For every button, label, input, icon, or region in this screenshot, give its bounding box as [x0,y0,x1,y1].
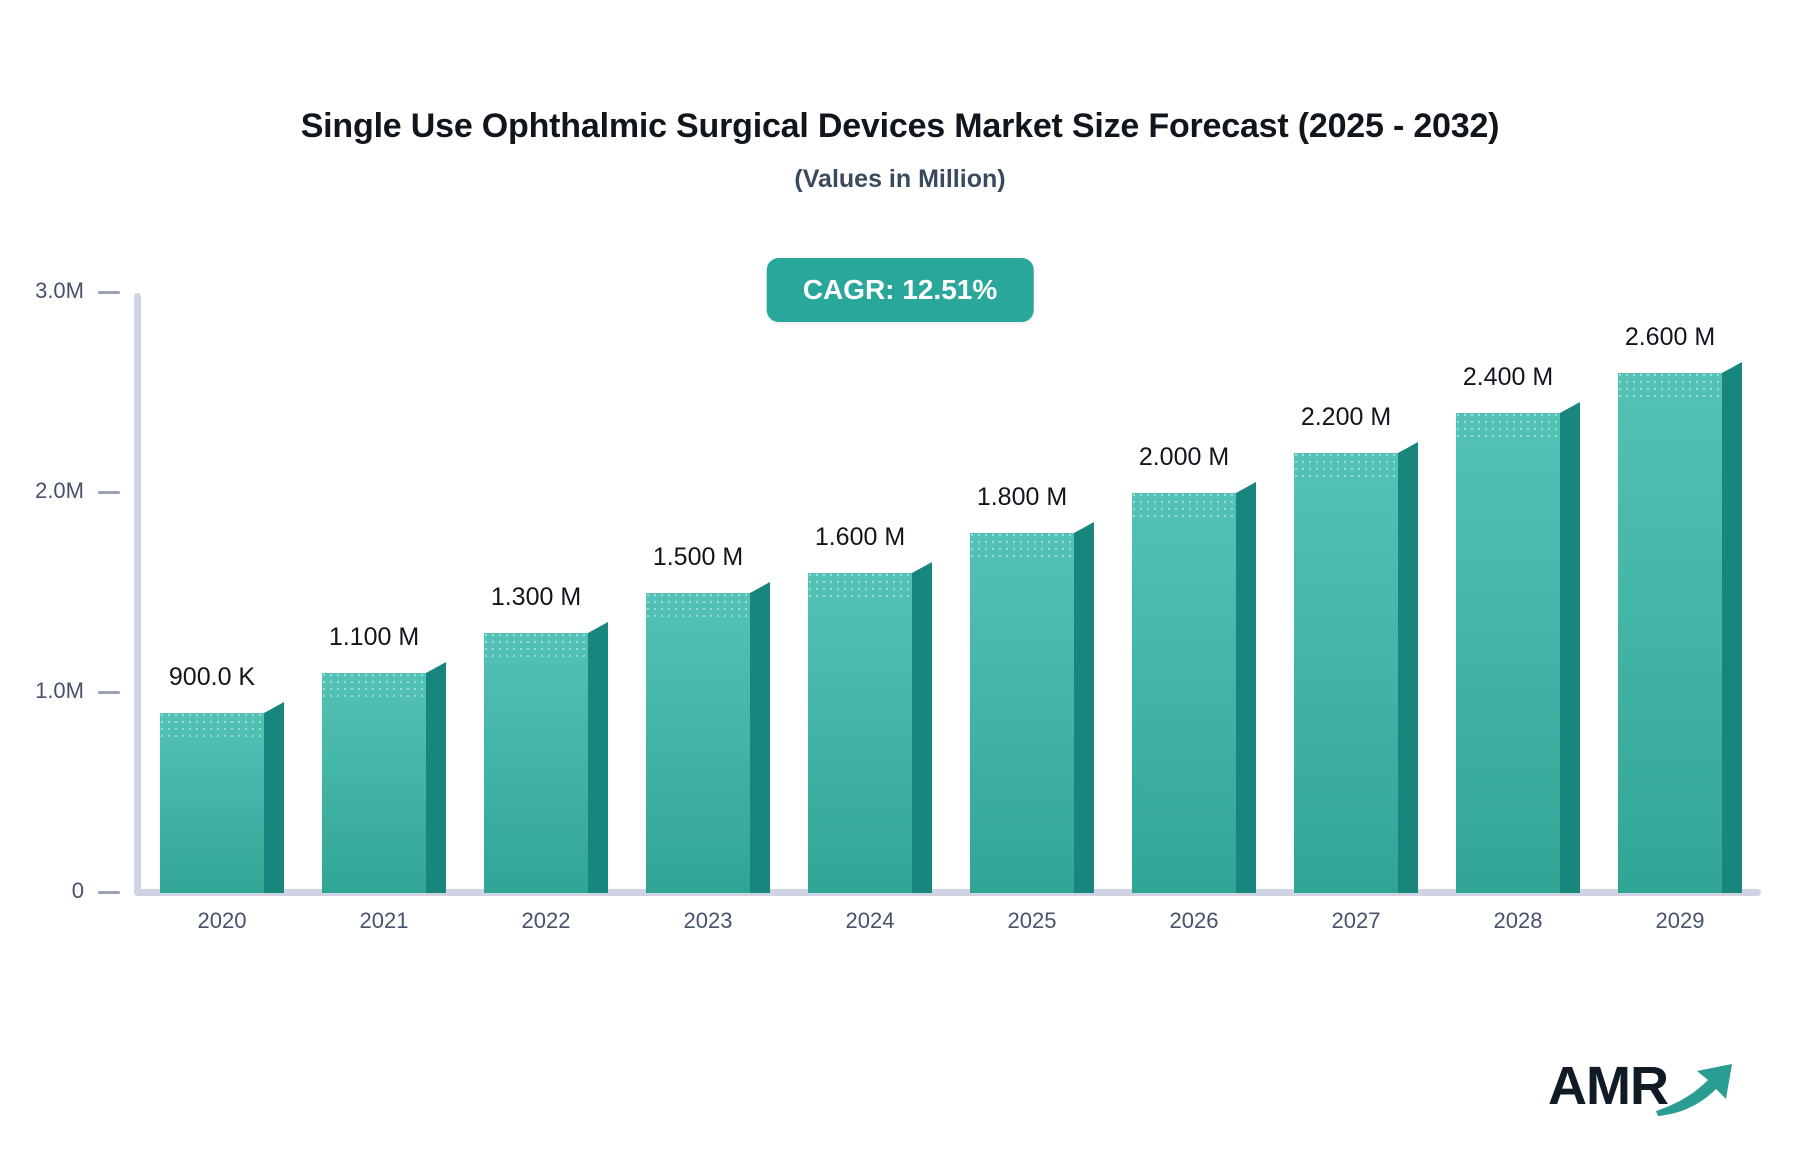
bar-2027[interactable]: 2.200 M [1294,403,1418,893]
bar-front-face [484,633,588,893]
growth-arrow-icon [1652,1056,1738,1123]
y-axis-tick-label: 1.0M [35,678,84,703]
bar-side-face [750,593,770,893]
x-axis-label-2027: 2027 [1331,908,1381,933]
x-axis-line [134,889,1761,896]
y-axis-tick-label: 3.0M [35,278,84,303]
bar-value-label: 1.800 M [976,483,1068,511]
bar-front-face [1132,493,1236,893]
bar-front-face [1294,453,1398,893]
bar-body [484,622,608,893]
bar-value-label: 2.000 M [1138,443,1230,471]
bar-top-face [1398,442,1418,453]
bar-value-label: 1.300 M [490,583,582,611]
bar-body [322,662,446,893]
bar-front-face [970,533,1074,893]
y-axis-tick-mark [98,891,120,894]
bar-2021[interactable]: 1.100 M [322,623,446,893]
bar-top-face [912,562,932,573]
x-axis-label-2024: 2024 [845,908,895,933]
bar-body [1456,402,1580,893]
bar-top-face [264,702,284,713]
bar-value-label: 1.100 M [328,623,420,651]
bar-2028[interactable]: 2.400 M [1456,363,1580,893]
bar-value-label: 2.600 M [1624,323,1716,351]
x-axis-label-2025: 2025 [1007,908,1057,933]
y-axis-line [134,293,141,896]
amr-logo: AMR [1548,1050,1738,1122]
y-axis-tick-mark [98,491,120,494]
bar-side-face [1398,453,1418,893]
bar-front-face [646,593,750,893]
bar-front-face [808,573,912,893]
bar-top-face [1722,362,1742,373]
y-axis-tick-label: 0 [71,878,84,903]
x-axis-label-2023: 2023 [683,908,733,933]
bar-top-face [1236,482,1256,493]
page-title: Single Use Ophthalmic Surgical Devices M… [300,107,1500,145]
bar-2024[interactable]: 1.600 M [808,523,932,893]
bar-top-face [750,582,770,593]
bar-side-face [264,713,284,893]
bar-value-label: 2.400 M [1462,363,1554,391]
bar-body [808,562,932,893]
bar-side-face [1074,533,1094,893]
y-axis-tick-mark [98,291,120,294]
bar-value-label: 1.600 M [814,523,906,551]
bar-body [1618,362,1742,893]
bar-2020[interactable]: 900.0 K [160,663,284,893]
bar-value-label: 1.500 M [652,543,744,571]
bar-side-face [1560,413,1580,893]
bars-layer: 900.0 K 1.100 M 1.300 M 1.500 M 1.600 M 1.800… [141,293,1761,893]
bar-front-face [1618,373,1722,893]
bar-body [646,582,770,893]
bar-value-label: 900.0 K [168,663,256,691]
x-axis-label-2026: 2026 [1169,908,1219,933]
bar-side-face [912,573,932,893]
bar-side-face [1722,373,1742,893]
x-axis-labels: 2020 2021 2022 2023 2024 2025 2026 2027 2028 2029 [141,908,1761,948]
cagr-badge: CAGR: 12.51% [766,258,1034,322]
bar-2023[interactable]: 1.500 M [646,543,770,893]
x-axis-label-2028: 2028 [1493,908,1543,933]
x-axis-label-2021: 2021 [359,908,409,933]
bar-2022[interactable]: 1.300 M [484,583,608,893]
bar-top-face [1560,402,1580,413]
bar-top-face [1074,522,1094,533]
bar-2025[interactable]: 1.800 M [970,483,1094,893]
y-axis-tick-label: 2.0M [35,478,84,503]
chart-header: Single Use Ophthalmic Surgical Devices M… [0,0,1800,194]
bar-2026[interactable]: 2.000 M [1132,443,1256,893]
bar-body [970,522,1094,893]
bar-top-face [426,662,446,673]
bar-body [1294,442,1418,893]
bar-side-face [1236,493,1256,893]
x-axis-label-2022: 2022 [521,908,571,933]
bar-2029[interactable]: 2.600 M [1618,323,1742,893]
amr-logo-text: AMR [1548,1056,1669,1116]
y-axis-tick-mark [98,691,120,694]
bar-value-label: 2.200 M [1300,403,1392,431]
x-axis-label-2020: 2020 [197,908,247,933]
bar-side-face [426,673,446,893]
bar-front-face [160,713,264,893]
chart-subtitle: (Values in Million) [794,165,1006,194]
bar-body [160,702,284,893]
x-axis-label-2029: 2029 [1655,908,1705,933]
bar-front-face [1456,413,1560,893]
bar-top-face [588,622,608,633]
bar-body [1132,482,1256,893]
bar-front-face [322,673,426,893]
bar-side-face [588,633,608,893]
